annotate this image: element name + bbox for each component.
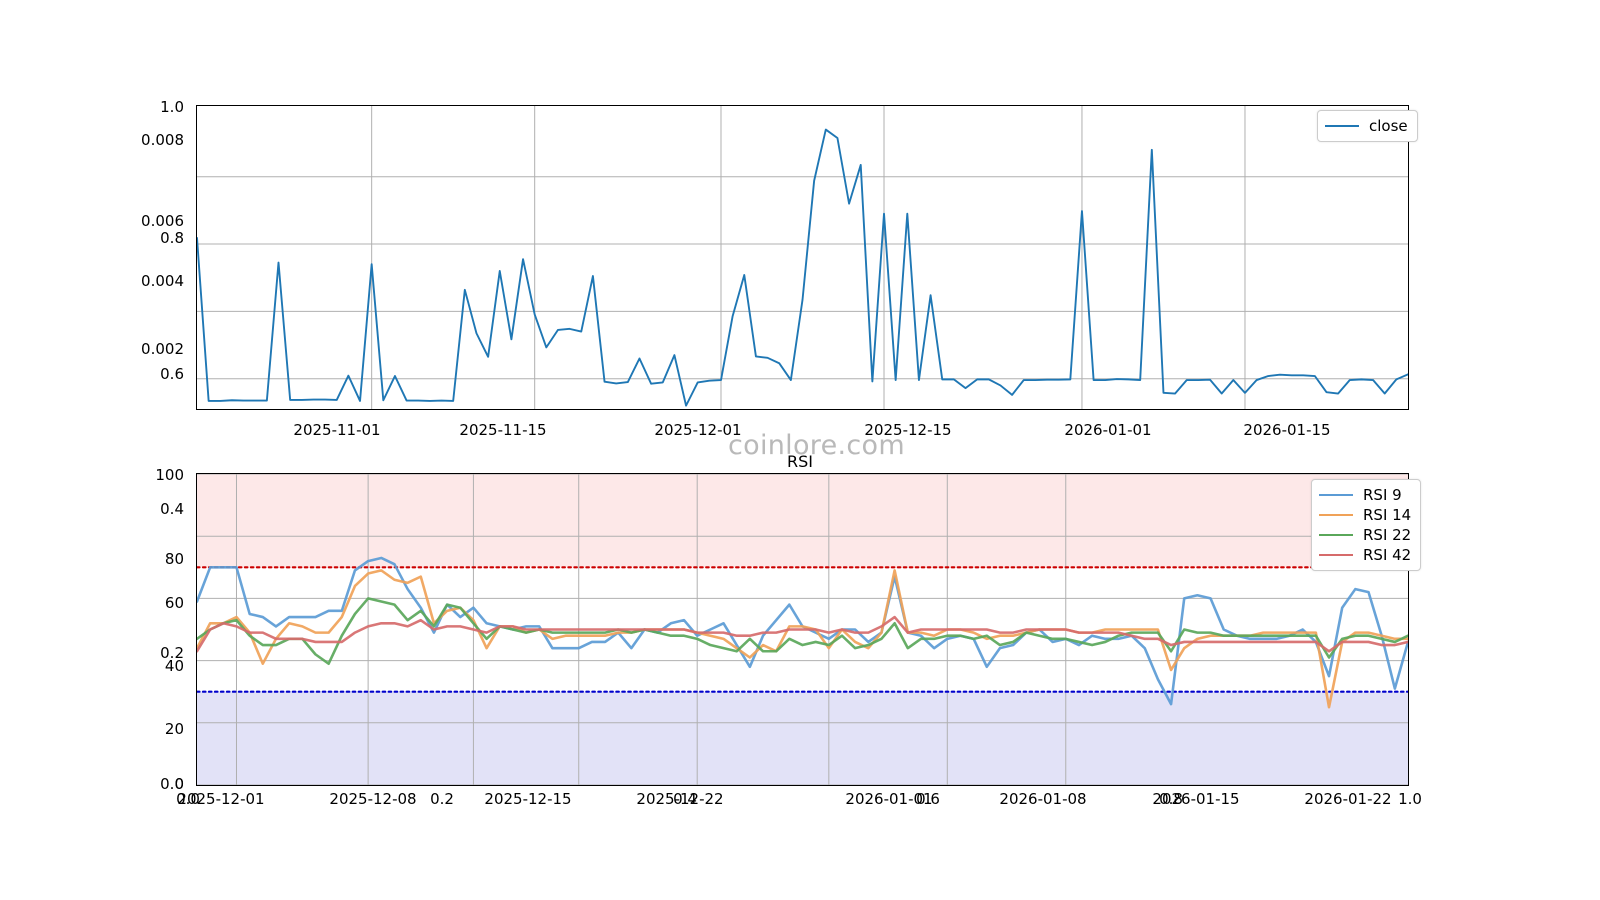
rsi-xtick-secondary-0.2: 0.2 xyxy=(430,790,454,808)
legend-label-rsi-42: RSI 42 xyxy=(1363,546,1412,564)
rsi-xtick-secondary-0.0: 0.0 xyxy=(176,790,200,808)
rsi-ytick-20: 20 xyxy=(164,720,184,738)
rsi-legend: RSI 9 RSI 14 RSI 22 RSI 42 xyxy=(1311,479,1422,571)
price-xtick-2026-01-01: 2026-01-01 xyxy=(1064,421,1152,439)
rsi-xtick-2025-12-15: 2025-12-15 xyxy=(484,790,572,808)
rsi-ytick-100: 100 xyxy=(155,466,184,484)
legend-swatch-close xyxy=(1325,125,1359,127)
price-xtick-2025-12-01: 2025-12-01 xyxy=(654,421,742,439)
rsi-xtick-2025-12-08: 2025-12-08 xyxy=(329,790,417,808)
price-ytick-0.002: 0.002 xyxy=(141,340,184,358)
price-ytick-0.008: 0.008 xyxy=(141,131,184,149)
rsi-xtick-secondary-0.4: 0.4 xyxy=(673,790,697,808)
watermark-coinlore: coinlore.com xyxy=(728,430,905,461)
price-chart-panel xyxy=(196,105,1409,410)
rsi-ytick-80: 80 xyxy=(164,550,184,568)
price-xtick-2026-01-15: 2026-01-15 xyxy=(1243,421,1331,439)
rsi-xtick-secondary-1.0: 1.0 xyxy=(1398,790,1422,808)
rsi-xtick-secondary-0.6: 0.6 xyxy=(916,790,940,808)
price-legend: close xyxy=(1317,110,1418,142)
price-ytick-0.004: 0.004 xyxy=(141,272,184,290)
legend-item-rsi-22[interactable]: RSI 22 xyxy=(1319,525,1411,545)
legend-item-rsi-42[interactable]: RSI 42 xyxy=(1319,545,1411,565)
legend-label-rsi-22: RSI 22 xyxy=(1363,526,1412,544)
price-ytick-0.006: 0.006 xyxy=(141,212,184,230)
rsi-xtick-2026-01-08: 2026-01-08 xyxy=(999,790,1087,808)
rsi-ytick-secondary-0.2: 0.2 xyxy=(160,644,184,662)
rsi-ytick-0: 0 xyxy=(174,775,184,793)
rsi-xtick-secondary-0.8: 0.8 xyxy=(1159,790,1183,808)
rsi-ytick-60: 60 xyxy=(164,594,184,612)
legend-swatch-rsi-14 xyxy=(1319,514,1353,516)
price-ytick-secondary-0.8: 0.8 xyxy=(160,229,184,247)
price-xtick-2025-11-15: 2025-11-15 xyxy=(459,421,547,439)
rsi-plot-area xyxy=(197,474,1408,785)
price-xtick-2025-11-01: 2025-11-01 xyxy=(293,421,381,439)
price-ytick-secondary-1.0: 1.0 xyxy=(160,98,184,116)
price-xtick-2025-12-15: 2025-12-15 xyxy=(864,421,952,439)
legend-item-rsi-9[interactable]: RSI 9 xyxy=(1319,485,1411,505)
price-ytick-secondary-0.6: 0.6 xyxy=(160,365,184,383)
rsi-chart-panel xyxy=(196,473,1409,786)
rsi-ytick-secondary-0.4: 0.4 xyxy=(160,500,184,518)
rsi-xtick-2026-01-01: 2026-01-01 xyxy=(845,790,933,808)
rsi-xtick-2025-12-01: 2025-12-01 xyxy=(177,790,265,808)
legend-label-close: close xyxy=(1369,117,1408,135)
legend-item-close[interactable]: close xyxy=(1325,116,1408,136)
rsi-ytick-secondary-0.0: 0.0 xyxy=(160,775,184,793)
price-plot-area xyxy=(197,106,1408,409)
rsi-xtick-2026-01-22: 2026-01-22 xyxy=(1304,790,1392,808)
rsi-xtick-2026-01-15: 2026-01-15 xyxy=(1152,790,1240,808)
rsi-xtick-2025-12-22: 2025-12-22 xyxy=(636,790,724,808)
legend-swatch-rsi-42 xyxy=(1319,554,1353,556)
rsi-panel-title: RSI xyxy=(787,452,813,471)
legend-label-rsi-14: RSI 14 xyxy=(1363,506,1412,524)
legend-swatch-rsi-9 xyxy=(1319,494,1353,496)
legend-item-rsi-14[interactable]: RSI 14 xyxy=(1319,505,1411,525)
rsi-ytick-40: 40 xyxy=(164,657,184,675)
legend-label-rsi-9: RSI 9 xyxy=(1363,486,1402,504)
legend-swatch-rsi-22 xyxy=(1319,534,1353,536)
